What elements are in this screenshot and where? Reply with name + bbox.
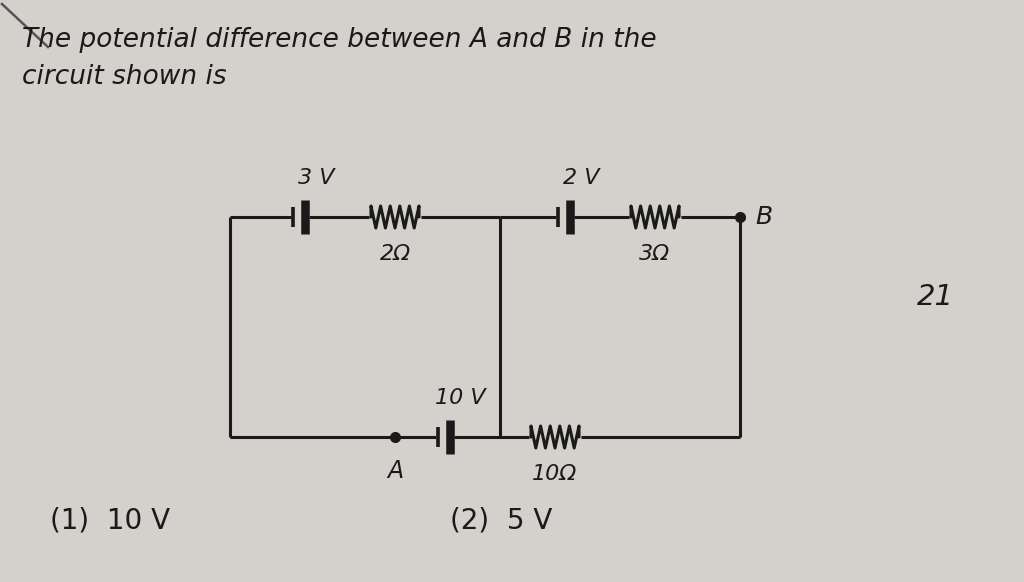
Text: circuit shown is: circuit shown is bbox=[22, 64, 226, 90]
Text: 2 V: 2 V bbox=[563, 168, 599, 188]
Text: (1)  10 V: (1) 10 V bbox=[50, 506, 170, 534]
Text: A: A bbox=[387, 459, 403, 483]
Text: 3Ω: 3Ω bbox=[639, 244, 671, 264]
Text: 2Ω: 2Ω bbox=[380, 244, 411, 264]
Text: B: B bbox=[755, 205, 772, 229]
Text: The potential difference between A and B in the: The potential difference between A and B… bbox=[22, 27, 656, 53]
Text: (2)  5 V: (2) 5 V bbox=[450, 506, 552, 534]
Text: 3 V: 3 V bbox=[298, 168, 335, 188]
Text: 21: 21 bbox=[916, 283, 953, 311]
Text: 10Ω: 10Ω bbox=[532, 464, 578, 484]
Text: 10 V: 10 V bbox=[435, 388, 485, 408]
